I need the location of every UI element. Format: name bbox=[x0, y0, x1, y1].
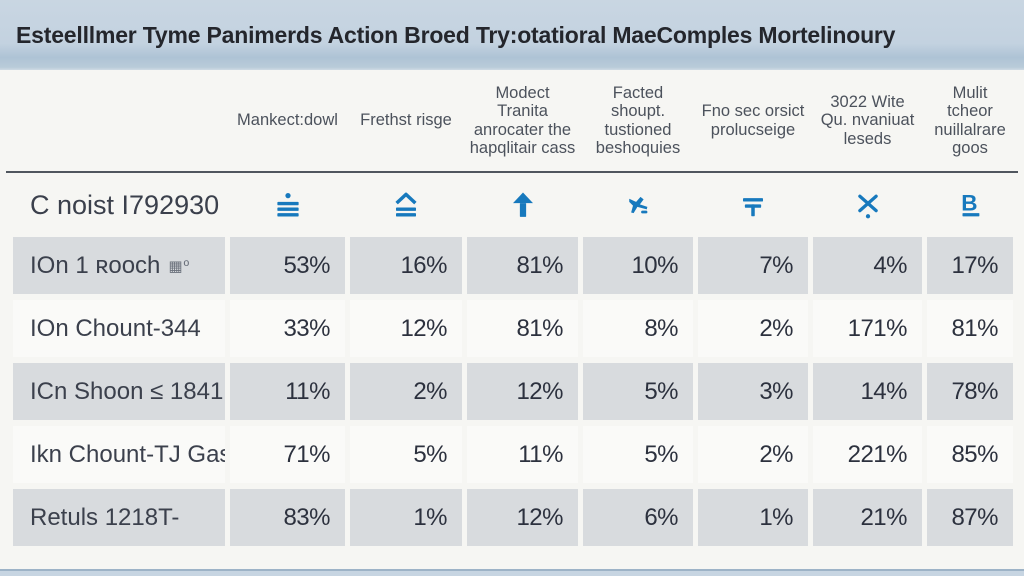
row-badge: ▦º bbox=[168, 257, 191, 275]
table-cell: 11% bbox=[230, 363, 345, 420]
table-cell: 7% bbox=[698, 237, 808, 294]
table-cell: 81% bbox=[927, 300, 1013, 357]
icon-button-3[interactable] bbox=[467, 190, 578, 220]
row-label-4: Ikn Chount-TJ Gass bbox=[13, 426, 225, 483]
table-cell: 71% bbox=[230, 426, 345, 483]
table-cell: 14% bbox=[813, 363, 922, 420]
column-header-empty bbox=[13, 117, 225, 125]
table-cell: 53% bbox=[230, 237, 345, 294]
column-header-1: Mankect:dowl bbox=[237, 111, 338, 130]
data-table: IOn 1 ʀooch ▦º 53% 16% 81% 10% 7% 4% 17% … bbox=[0, 237, 1024, 546]
row-label-2: IOn Chount-344 bbox=[13, 300, 225, 357]
table-cell: 2% bbox=[698, 300, 808, 357]
row-label-3: ICn Shoon ≤ 1841 bbox=[13, 363, 225, 420]
column-header-7: Mulit tcheor nuillalrare goos bbox=[934, 83, 1006, 157]
icon-button-2[interactable] bbox=[350, 190, 462, 220]
table-cell: 33% bbox=[230, 300, 345, 357]
row-label-text: IOn 1 ʀooch bbox=[30, 251, 161, 279]
table-cell: 2% bbox=[350, 363, 462, 420]
table-cell: 10% bbox=[583, 237, 693, 294]
icon-button-5[interactable] bbox=[698, 190, 808, 220]
table-cell: 83% bbox=[230, 489, 345, 546]
table-cell: 17% bbox=[927, 237, 1013, 294]
table-cell: 5% bbox=[583, 426, 693, 483]
row-label-1: IOn 1 ʀooch ▦º bbox=[13, 237, 225, 294]
table-cell: 21% bbox=[813, 489, 922, 546]
row-label-text: ICn Shoon ≤ 1841 bbox=[30, 377, 224, 405]
column-header-3: Modect Tranita anrocater the hapqlitair … bbox=[469, 83, 576, 157]
column-header-5: Fno sec orsict prolucseige bbox=[701, 102, 805, 139]
arrow-up-icon bbox=[512, 192, 533, 217]
table-cell: 78% bbox=[927, 363, 1013, 420]
bottom-strip bbox=[0, 569, 1024, 576]
row-label-text: Ikn Chount-TJ Gass bbox=[30, 440, 225, 468]
table-cell: 16% bbox=[350, 237, 462, 294]
icon-button-6[interactable] bbox=[813, 190, 922, 220]
header-divider bbox=[6, 171, 1018, 173]
table-cell: 12% bbox=[350, 300, 462, 357]
table-cell: 81% bbox=[467, 300, 578, 357]
table-cell: 81% bbox=[467, 237, 578, 294]
table-cell: 1% bbox=[350, 489, 462, 546]
table-cell: 5% bbox=[583, 363, 693, 420]
table-cell: 5% bbox=[350, 426, 462, 483]
eject-lines-icon bbox=[395, 192, 417, 217]
title-bar: Esteelllmer Tyme Panimerds Action Broed … bbox=[0, 0, 1024, 70]
table-cell: 11% bbox=[467, 426, 578, 483]
icon-row: C noist I792930 bbox=[0, 173, 1024, 237]
table-cell: 85% bbox=[927, 426, 1013, 483]
postal-mark-icon bbox=[743, 198, 763, 217]
icon-button-1[interactable] bbox=[230, 190, 345, 220]
table-cell: 171% bbox=[813, 300, 922, 357]
table-cell: 12% bbox=[467, 489, 578, 546]
table-cell: 221% bbox=[813, 426, 922, 483]
column-header-2: Frethst risge bbox=[360, 111, 452, 130]
table-cell: 12% bbox=[467, 363, 578, 420]
table-cell: 8% bbox=[583, 300, 693, 357]
icon-button-7[interactable]: B bbox=[927, 190, 1013, 220]
row-label-text: IOn Chount-344 bbox=[30, 314, 201, 342]
table-cell: 1% bbox=[698, 489, 808, 546]
row-label-text: Retuls 1218T- bbox=[30, 503, 180, 531]
x-dot-icon bbox=[857, 194, 878, 219]
svg-text:B: B bbox=[961, 191, 977, 216]
column-header-6: 3022 Wite Qu. nvaniuat leseds bbox=[820, 92, 915, 148]
page-title: Esteelllmer Tyme Panimerds Action Broed … bbox=[16, 21, 896, 48]
table-cell: 3% bbox=[698, 363, 808, 420]
table-cell: 2% bbox=[698, 426, 808, 483]
table-cell: 6% bbox=[583, 489, 693, 546]
table-cell: 87% bbox=[927, 489, 1013, 546]
column-header-row: Mankect:dowl Frethst risge Modect Tranit… bbox=[0, 70, 1024, 171]
row-label-5: Retuls 1218T- bbox=[13, 489, 225, 546]
table-cell: 4% bbox=[813, 237, 922, 294]
icon-row-label: C noist I792930 bbox=[30, 189, 220, 220]
jet-icon bbox=[629, 196, 648, 214]
icon-button-4[interactable] bbox=[583, 190, 693, 220]
bold-b-icon: B bbox=[961, 191, 980, 217]
list-center-dot-icon bbox=[276, 193, 299, 217]
column-header-4: Facted shoupt. tustioned beshoquies bbox=[595, 83, 681, 157]
